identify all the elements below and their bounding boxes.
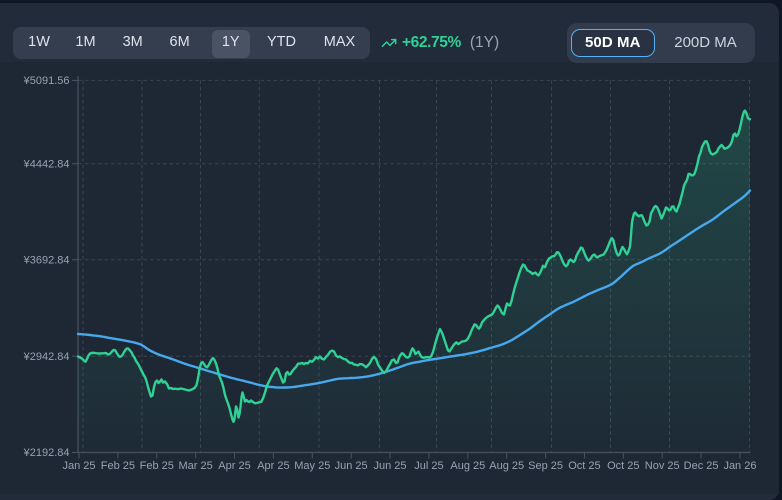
svg-text:Oct 25: Oct 25 (568, 460, 600, 472)
svg-text:¥4442.84: ¥4442.84 (23, 159, 70, 171)
svg-text:Mar 25: Mar 25 (179, 460, 213, 472)
svg-text:¥2942.84: ¥2942.84 (23, 351, 70, 363)
svg-text:Jul 25: Jul 25 (414, 460, 443, 472)
svg-text:Nov 25: Nov 25 (645, 460, 680, 472)
svg-text:¥2192.84: ¥2192.84 (23, 447, 70, 459)
svg-text:Jun 25: Jun 25 (374, 460, 407, 472)
svg-text:Feb 25: Feb 25 (140, 460, 174, 472)
svg-text:Jan 26: Jan 26 (723, 460, 756, 472)
svg-text:Apr 25: Apr 25 (257, 460, 289, 472)
svg-text:May 25: May 25 (294, 460, 330, 472)
svg-text:Apr 25: Apr 25 (218, 460, 250, 472)
svg-text:Sep 25: Sep 25 (528, 460, 563, 472)
svg-text:Jan 25: Jan 25 (62, 460, 95, 472)
svg-text:¥5091.56: ¥5091.56 (23, 75, 70, 87)
svg-text:Aug 25: Aug 25 (450, 460, 485, 472)
svg-text:Jun 25: Jun 25 (335, 460, 368, 472)
svg-text:Dec 25: Dec 25 (684, 460, 719, 472)
svg-text:Oct 25: Oct 25 (607, 460, 639, 472)
svg-text:Feb 25: Feb 25 (101, 460, 135, 472)
svg-text:¥3692.84: ¥3692.84 (23, 255, 70, 267)
svg-text:Aug 25: Aug 25 (489, 460, 524, 472)
